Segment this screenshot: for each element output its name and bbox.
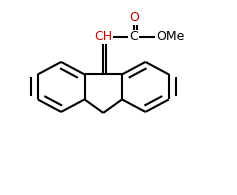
Text: O: O xyxy=(129,11,139,24)
Text: OMe: OMe xyxy=(156,30,184,43)
Text: C: C xyxy=(129,30,138,43)
Text: CH: CH xyxy=(94,30,112,43)
